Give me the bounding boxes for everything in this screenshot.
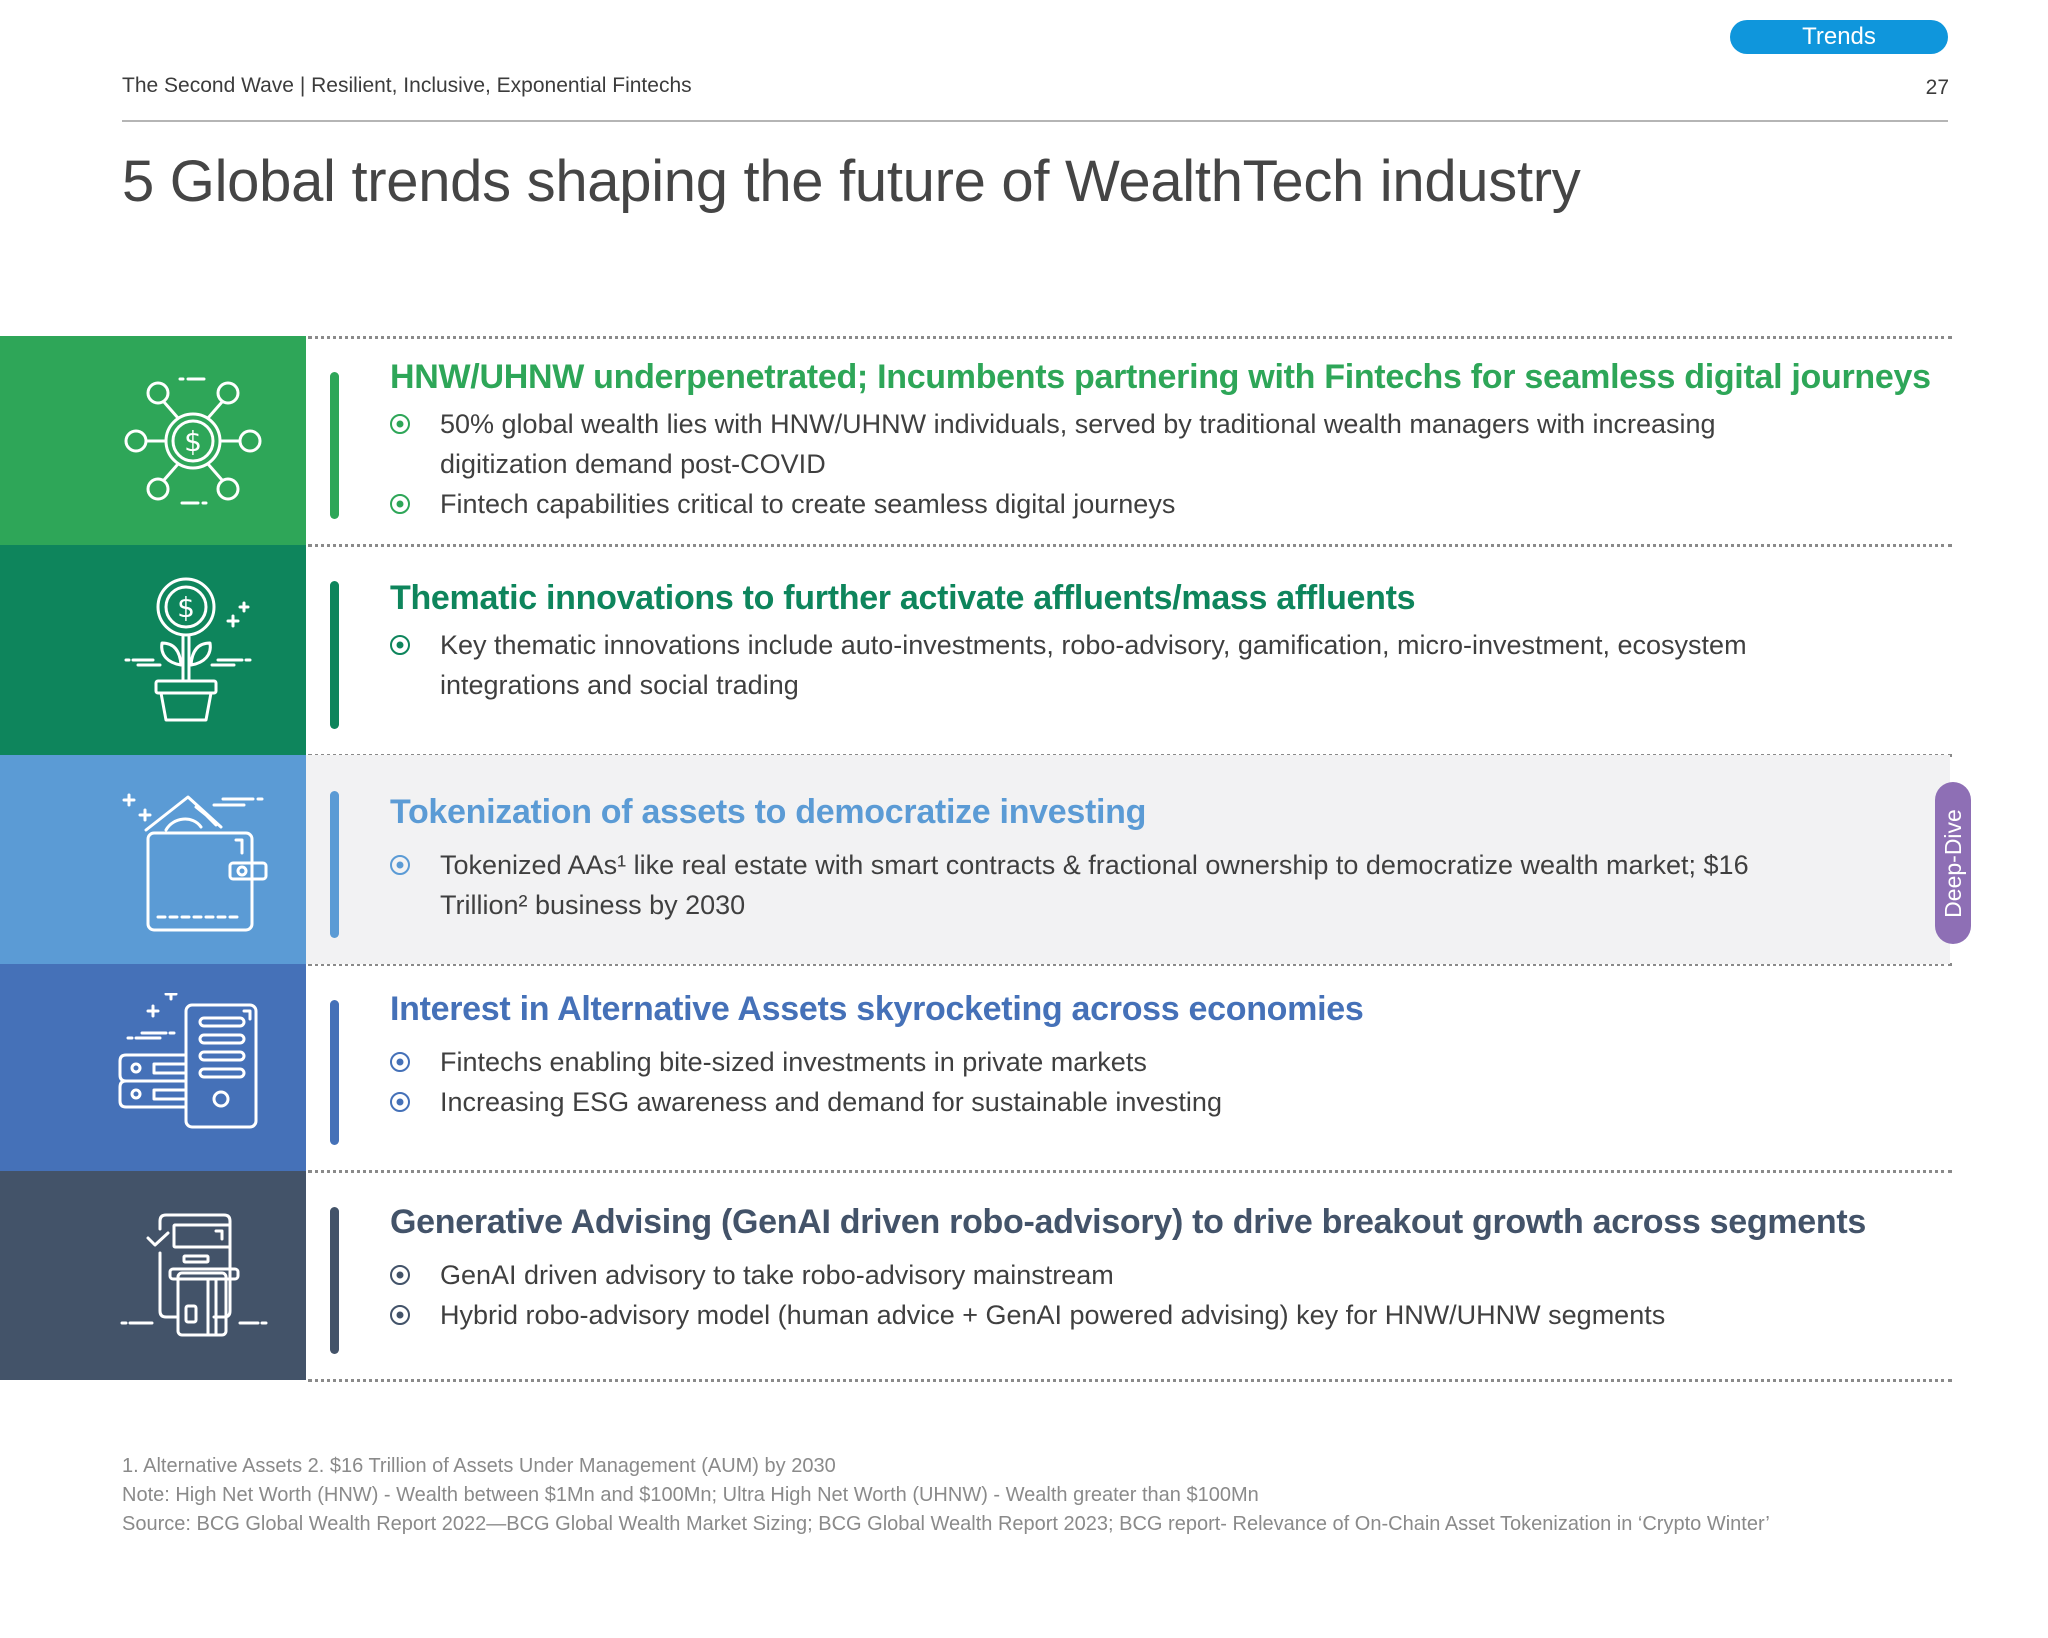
money-plant-icon: $: [124, 577, 252, 722]
accent-bar: [330, 581, 339, 729]
radio-bullet-icon: [390, 635, 410, 655]
trend-row-hnw: $ HNW/UHNW underpenetrated; Incumbents p…: [0, 336, 2048, 545]
divider: [308, 1379, 1952, 1382]
bullet-text: GenAI driven advisory to take robo-advis…: [440, 1260, 1114, 1290]
trend-content: HNW/UHNW underpenetrated; Incumbents par…: [306, 336, 2048, 545]
trend-row-alternative-assets: Interest in Alternative Assets skyrocket…: [0, 964, 2048, 1171]
bullet-item: Tokenized AAs¹ like real estate with sma…: [390, 845, 1950, 925]
svg-text:$: $: [177, 591, 195, 624]
bullet-text: Tokenized AAs¹ like real estate with sma…: [440, 850, 1749, 920]
footnote-source: Source: BCG Global Wealth Report 2022—BC…: [122, 1513, 1770, 1535]
bullet-item: Fintechs enabling bite-sized investments…: [390, 1042, 2048, 1082]
bullet-item: Hybrid robo-advisory model (human advice…: [390, 1295, 2048, 1335]
trend-title: HNW/UHNW underpenetrated; Incumbents par…: [390, 358, 1931, 396]
radio-bullet-icon: [390, 1265, 410, 1285]
trend-icon-panel: $: [0, 545, 306, 755]
radio-bullet-icon: [390, 1305, 410, 1325]
footnote-note: Note: High Net Worth (HNW) - Wealth betw…: [122, 1484, 1259, 1506]
bullet-item: Fintech capabilities critical to create …: [390, 484, 2048, 524]
radio-bullet-icon: [390, 414, 410, 434]
bullet-item: Increasing ESG awareness and demand for …: [390, 1082, 2048, 1122]
bullet-text: Fintech capabilities critical to create …: [440, 489, 1176, 519]
bullet-text: Fintechs enabling bite-sized investments…: [440, 1047, 1147, 1077]
bullet-item: GenAI driven advisory to take robo-advis…: [390, 1255, 2048, 1295]
trend-content: Generative Advising (GenAI driven robo-a…: [306, 1171, 2048, 1380]
radio-bullet-icon: [390, 494, 410, 514]
bullet-item: Key thematic innovations include auto-in…: [390, 625, 2048, 705]
accent-bar: [330, 1000, 339, 1145]
server-stack-icon: [118, 992, 258, 1128]
bullet-text: Key thematic innovations include auto-in…: [440, 630, 1747, 700]
divider: [308, 1170, 1952, 1173]
trend-title: Generative Advising (GenAI driven robo-a…: [390, 1203, 1866, 1241]
header-divider: [122, 120, 1948, 122]
trend-row-thematic: $ Thematic innovations to further activa…: [0, 545, 2048, 755]
bullet-text: Increasing ESG awareness and demand for …: [440, 1087, 1222, 1117]
trend-title: Thematic innovations to further activate…: [390, 579, 1416, 617]
trend-content: Thematic innovations to further activate…: [306, 545, 2048, 755]
radio-bullet-icon: [390, 1052, 410, 1072]
trend-title: Interest in Alternative Assets skyrocket…: [390, 990, 1364, 1028]
trend-list: $ HNW/UHNW underpenetrated; Incumbents p…: [0, 336, 2048, 1380]
divider: [308, 336, 1952, 339]
page-title: 5 Global trends shaping the future of We…: [122, 149, 1581, 214]
accent-bar: [330, 1207, 339, 1354]
deep-dive-label: Deep-Dive: [1939, 808, 1966, 918]
svg-text:$: $: [184, 425, 202, 458]
running-head: The Second Wave | Resilient, Inclusive, …: [122, 74, 692, 97]
radio-bullet-icon: [390, 855, 410, 875]
deep-dive-tab[interactable]: Deep-Dive: [1935, 782, 1971, 944]
trend-row-generative-advising: Generative Advising (GenAI driven robo-a…: [0, 1171, 2048, 1380]
accent-bar: [330, 372, 339, 519]
trend-title: Tokenization of assets to democratize in…: [390, 793, 1147, 831]
trend-content: Interest in Alternative Assets skyrocket…: [306, 964, 2048, 1171]
accent-bar: [330, 791, 339, 938]
network-dollar-icon: $: [124, 377, 262, 504]
footnote-definitions: 1. Alternative Assets 2. $16 Trillion of…: [122, 1455, 836, 1477]
footnotes: 1. Alternative Assets 2. $16 Trillion of…: [122, 1452, 1770, 1539]
page-number: 27: [1925, 76, 1949, 99]
bullet-text: 50% global wealth lies with HNW/UHNW ind…: [440, 409, 1716, 479]
bullet-item: 50% global wealth lies with HNW/UHNW ind…: [390, 404, 2048, 484]
radio-bullet-icon: [390, 1092, 410, 1112]
trend-row-tokenization: Tokenization of assets to democratize in…: [0, 755, 2048, 964]
divider: [308, 544, 1952, 547]
trend-icon-panel: [0, 1171, 306, 1380]
section-pill-trends[interactable]: Trends: [1730, 20, 1948, 54]
trend-icon-panel: [0, 755, 306, 964]
divider: [308, 963, 1952, 966]
atm-card-icon: [120, 1213, 268, 1336]
wallet-icon: [122, 793, 268, 931]
bullet-text: Hybrid robo-advisory model (human advice…: [440, 1300, 1666, 1330]
trend-icon-panel: $: [0, 336, 306, 545]
trend-content: Tokenization of assets to democratize in…: [306, 755, 1950, 964]
trend-icon-panel: [0, 964, 306, 1171]
